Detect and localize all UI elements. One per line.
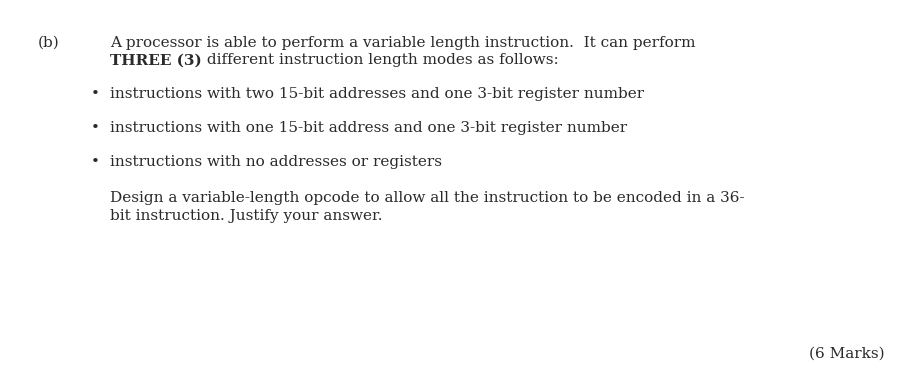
Text: THREE (3): THREE (3) [110, 54, 202, 68]
Text: A processor is able to perform a variable length instruction.  It can perform: A processor is able to perform a variabl… [110, 36, 695, 50]
Text: instructions with one 15-bit address and one 3-bit register number: instructions with one 15-bit address and… [110, 121, 627, 135]
Text: bit instruction. Justify your answer.: bit instruction. Justify your answer. [110, 209, 382, 223]
Text: •: • [91, 155, 100, 169]
Text: •: • [91, 121, 100, 135]
Text: (b): (b) [38, 36, 60, 50]
Text: different instruction length modes as follows:: different instruction length modes as fo… [202, 54, 559, 68]
Text: Design a variable-length opcode to allow all the instruction to be encoded in a : Design a variable-length opcode to allow… [110, 192, 744, 206]
Text: instructions with no addresses or registers: instructions with no addresses or regist… [110, 155, 442, 169]
Text: instructions with two 15-bit addresses and one 3-bit register number: instructions with two 15-bit addresses a… [110, 87, 644, 101]
Text: •: • [91, 87, 100, 101]
Text: (6 Marks): (6 Marks) [809, 347, 885, 361]
